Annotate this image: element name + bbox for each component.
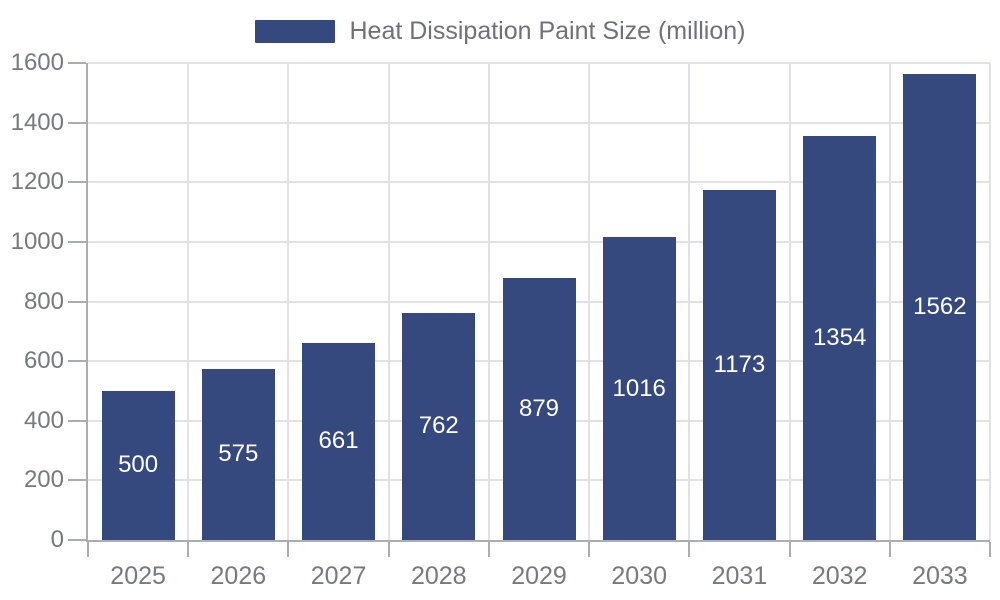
bar-value-label: 1354 xyxy=(812,324,867,352)
y-axis-tick xyxy=(68,181,86,184)
gridline-vertical xyxy=(888,63,891,540)
y-axis-tick-label: 800 xyxy=(23,287,64,315)
x-axis-tick-label: 2033 xyxy=(912,562,968,590)
bar-value-label: 1173 xyxy=(713,351,766,379)
y-axis-tick-label: 0 xyxy=(50,526,64,553)
x-axis-tick xyxy=(888,542,891,557)
gridline-vertical xyxy=(487,63,490,540)
bar[interactable]: 575 xyxy=(201,368,275,540)
gridline-vertical xyxy=(688,63,691,540)
legend-label: Heat Dissipation Paint Size (million) xyxy=(349,16,746,45)
y-axis-tick-label: 1200 xyxy=(10,168,64,196)
y-axis-tick xyxy=(68,360,86,363)
bar-value-label: 500 xyxy=(118,451,159,479)
x-axis-tick xyxy=(989,542,991,557)
x-axis-tick xyxy=(788,542,791,557)
bar-value-label: 879 xyxy=(518,394,560,422)
bar[interactable]: 1354 xyxy=(803,136,877,540)
gridline-horizontal xyxy=(88,62,990,64)
y-axis-tick xyxy=(68,300,86,303)
bar-value-label: 1562 xyxy=(913,293,967,321)
y-axis-tick xyxy=(68,479,86,482)
gridline-vertical xyxy=(989,63,991,540)
x-axis-tick xyxy=(387,542,390,557)
x-axis-tick-label: 2032 xyxy=(811,562,868,590)
x-axis-tick-label: 2030 xyxy=(611,562,668,590)
bar[interactable]: 879 xyxy=(502,277,576,540)
x-axis-tick xyxy=(688,542,691,557)
x-axis-tick xyxy=(187,542,190,557)
x-axis-tick xyxy=(287,542,290,557)
x-axis-tick-label: 2029 xyxy=(511,562,567,590)
bar-value-label: 762 xyxy=(418,412,459,440)
y-axis-tick-label: 1600 xyxy=(10,49,64,76)
bar-value-label: 575 xyxy=(218,440,259,468)
gridline-horizontal xyxy=(88,181,990,184)
y-axis-tick-label: 400 xyxy=(23,406,64,434)
y-axis-tick xyxy=(68,121,86,124)
legend-swatch-icon xyxy=(254,19,335,43)
y-axis-tick xyxy=(68,539,86,541)
bar[interactable]: 1562 xyxy=(903,74,977,540)
bar[interactable]: 1016 xyxy=(602,237,676,540)
gridline-vertical xyxy=(287,63,290,540)
gridline-vertical xyxy=(788,63,791,540)
x-axis-tick-label: 2025 xyxy=(110,562,166,590)
y-axis-tick-label: 200 xyxy=(23,466,64,494)
bar[interactable]: 661 xyxy=(302,342,376,540)
gridline-vertical xyxy=(187,63,190,540)
gridline-horizontal xyxy=(88,121,990,124)
legend[interactable]: Heat Dissipation Paint Size (million) xyxy=(0,16,1000,46)
x-axis-tick-label: 2031 xyxy=(711,562,768,590)
x-axis-tick-label: 2027 xyxy=(310,562,367,590)
bar[interactable]: 1173 xyxy=(702,190,776,540)
x-axis-tick xyxy=(487,542,490,557)
x-axis-tick xyxy=(588,542,591,557)
gridline-vertical xyxy=(387,63,390,540)
bar-value-label: 661 xyxy=(318,427,359,455)
y-axis-tick-label: 600 xyxy=(23,347,64,375)
plot-area: 0 200 400 600 800 1000 1200 1400 1600 500 2025 575 2… xyxy=(11,49,991,590)
y-axis-tick xyxy=(68,419,86,422)
bar[interactable]: 500 xyxy=(101,390,175,540)
bar-value-label: 1016 xyxy=(612,374,666,402)
gridline-vertical xyxy=(588,63,591,540)
x-axis-tick-label: 2028 xyxy=(410,562,467,590)
y-axis-tick xyxy=(68,240,86,243)
bar[interactable]: 762 xyxy=(402,312,476,540)
x-axis-tick-label: 2026 xyxy=(210,562,267,590)
y-axis-tick-label: 1400 xyxy=(10,108,64,136)
x-axis-tick xyxy=(87,542,89,557)
y-axis-tick-label: 1000 xyxy=(10,227,64,255)
y-axis-tick xyxy=(68,62,86,64)
gridline-horizontal xyxy=(88,240,990,243)
